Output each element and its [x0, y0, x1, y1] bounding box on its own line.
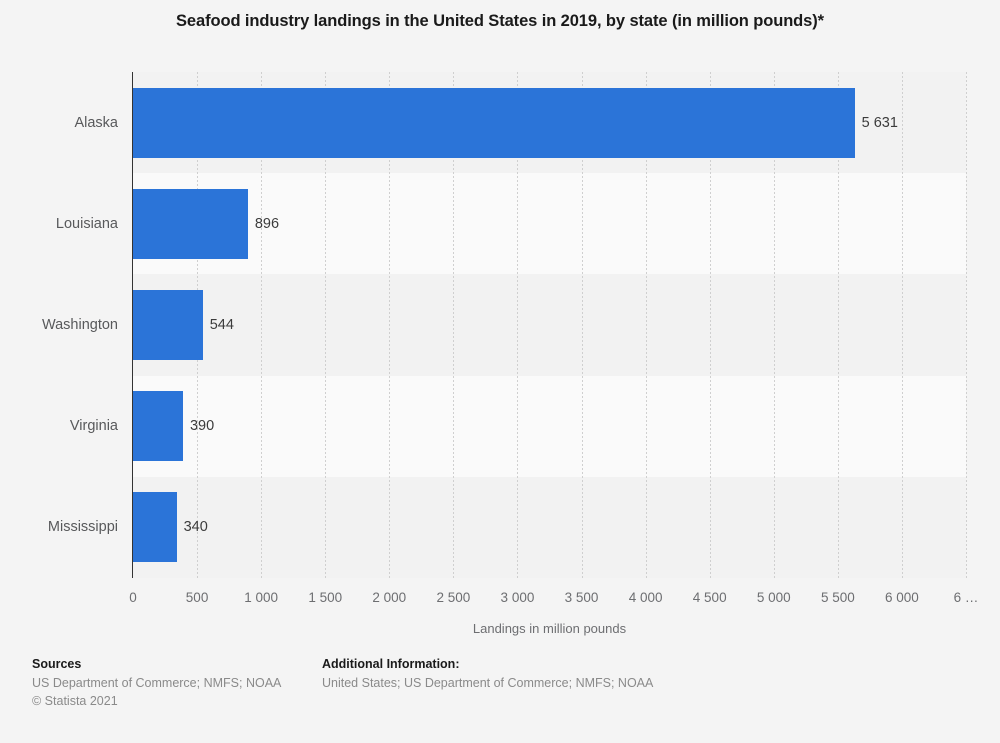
- bar-value-label: 340: [183, 519, 208, 536]
- x-tick-label: 1 500: [308, 590, 343, 605]
- bar-louisiana[interactable]: [133, 188, 248, 259]
- chart-gridline: [517, 72, 519, 578]
- bar-value-label: 5 631: [861, 114, 898, 131]
- y-axis-line: [132, 72, 134, 578]
- additional-information-heading: Additional Information:: [322, 657, 460, 671]
- sources-text: US Department of Commerce; NMFS; NOAA: [32, 675, 282, 690]
- chart-gridline: [773, 72, 775, 578]
- x-tick-label: 500: [185, 590, 209, 605]
- chart-gridline: [709, 72, 711, 578]
- bar-value-label: 544: [209, 317, 234, 333]
- page-title: Seafood industry landings in the United …: [176, 12, 824, 30]
- chart-gridline: [645, 72, 647, 578]
- y-axis-category-labels: Alaska Louisiana Washington Virginia Mississ…: [0, 72, 118, 578]
- additional-information-text: United States; US Department of Commerce…: [322, 675, 654, 690]
- category-label-alaska: Alaska: [74, 114, 118, 131]
- additional-information-column: Additional Information: United States; U…: [322, 655, 653, 692]
- chart-row-band: [133, 173, 966, 275]
- x-tick-label: 6 …: [953, 590, 979, 605]
- bar-mississippi[interactable]: [133, 492, 177, 563]
- x-tick-label: 1 000: [244, 590, 279, 605]
- x-tick-label: 2 000: [372, 590, 407, 605]
- x-tick-label: 4 500: [692, 590, 727, 605]
- x-tick-label: 5 000: [756, 590, 791, 605]
- chart-gridline: [261, 72, 263, 578]
- bar-alaska[interactable]: [133, 87, 855, 158]
- bar-washington[interactable]: [133, 290, 203, 360]
- chart-gridline: [966, 72, 967, 578]
- x-tick-label: 3 000: [500, 590, 535, 605]
- x-tick-label: 6 000: [885, 590, 919, 605]
- copyright-text: © Statista 2021: [32, 693, 118, 708]
- x-tick-label: 2 500: [436, 590, 471, 605]
- x-tick-label: 4 000: [628, 590, 663, 605]
- sources-column: Sources US Department of Commerce; NMFS;…: [32, 655, 281, 710]
- chart-plot-area: 5 631 896 544 390 340: [133, 72, 967, 578]
- chart-row-band: [133, 476, 966, 578]
- bar-virginia[interactable]: [133, 391, 183, 462]
- chart-gridline: [453, 72, 455, 578]
- category-label-louisiana: Louisiana: [55, 215, 118, 232]
- category-label-mississippi: Mississippi: [47, 519, 118, 536]
- chart-footer: Sources US Department of Commerce; NMFS;…: [0, 655, 1000, 743]
- x-tick-label: 3 500: [564, 590, 599, 605]
- x-tick-label: 5 500: [820, 590, 855, 605]
- sources-heading: Sources: [32, 657, 82, 671]
- x-axis-title: Landings in million pounds: [472, 621, 627, 636]
- bar-value-label: 390: [189, 418, 215, 435]
- x-axis-tick-labels: 0 500 1 000 1 500 2 000 2 500 3 000 3 500 4 000 4…: [0, 591, 1000, 611]
- chart-gridline: [901, 72, 903, 578]
- x-tick-label: 0: [129, 590, 137, 605]
- chart-row-band: [133, 274, 966, 376]
- chart-gridline: [581, 72, 583, 578]
- category-label-washington: Washington: [41, 317, 118, 333]
- chart-gridline: [837, 72, 839, 578]
- chart-gridline: [325, 72, 327, 578]
- chart-gridline: [389, 72, 391, 578]
- bar-value-label: 896: [254, 215, 280, 232]
- chart-row-band: [133, 375, 966, 477]
- category-label-virginia: Virginia: [69, 418, 118, 435]
